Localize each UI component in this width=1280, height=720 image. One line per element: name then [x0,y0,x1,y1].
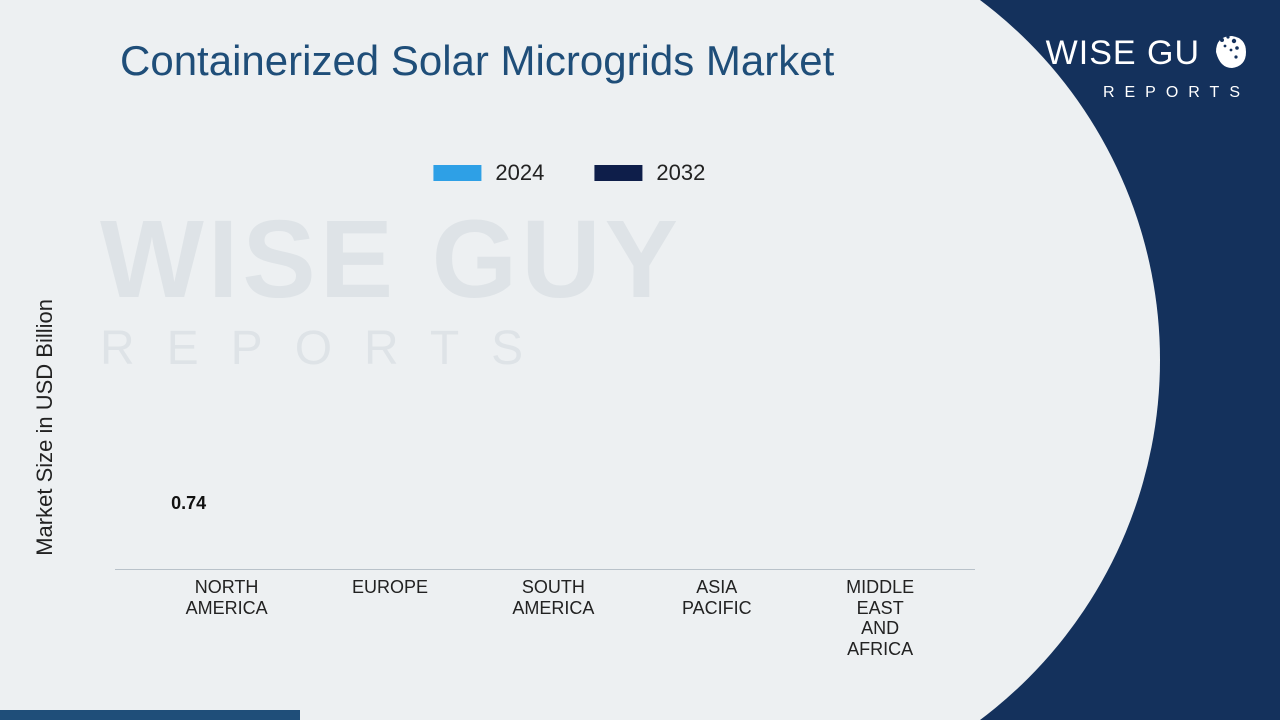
bottom-accent-bar [0,710,300,720]
legend-label-2024: 2024 [495,160,544,186]
category-label: NORTH AMERICA [157,577,297,618]
y-axis-label: Market Size in USD Billion [32,299,58,556]
category-label: ASIA PACIFIC [647,577,787,618]
category-label: EUROPE [320,577,460,598]
legend-item-2024: 2024 [433,160,544,186]
category-label: MIDDLE EAST AND AFRICA [810,577,950,660]
value-label: 0.74 [171,493,206,514]
plot-region: NORTH AMERICAEUROPESOUTH AMERICAASIA PAC… [115,210,975,570]
legend-item-2032: 2032 [594,160,705,186]
legend-swatch-2024 [433,165,481,181]
chart-title: Containerized Solar Microgrids Market [120,38,834,84]
logo-head-icon [1206,30,1250,80]
brand-logo: WISE GU REPORTS [1046,30,1250,102]
category-label: SOUTH AMERICA [483,577,623,618]
legend: 2024 2032 [433,160,705,186]
brand-line1: WISE GU [1046,34,1200,72]
legend-label-2032: 2032 [656,160,705,186]
chart-area: Market Size in USD Billion 2024 2032 NOR… [55,160,975,700]
brand-line2: REPORTS [1046,84,1250,102]
legend-swatch-2032 [594,165,642,181]
